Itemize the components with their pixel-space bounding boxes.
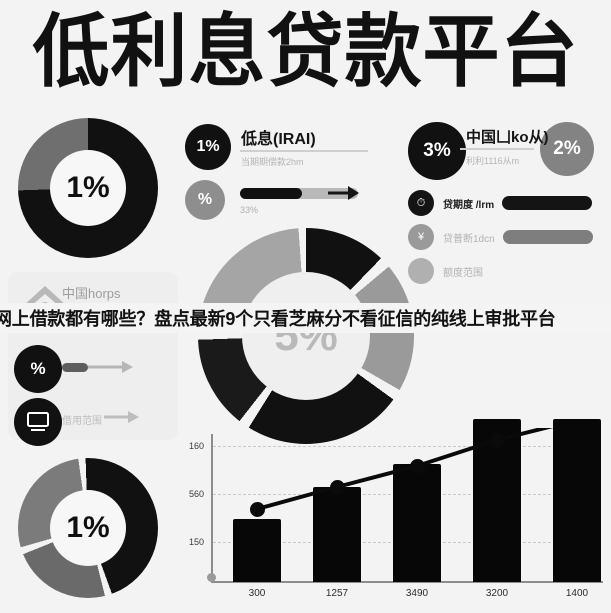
header-banner: 低利息贷款平台	[0, 0, 611, 104]
label-brand: 中国horps	[62, 286, 121, 301]
value-bar	[502, 196, 593, 210]
label-right-panel-title: 中国凵ko从)	[466, 129, 549, 146]
arrow-right-icon	[104, 411, 139, 423]
list-item: ¥ 贷普断1dcn	[408, 224, 593, 250]
x-axis-tick: 300	[248, 588, 266, 599]
overlay-headline-band: 网上借款都有哪些？盘点最新9个只看芝麻分不看征信的纯线上审批平台	[0, 303, 611, 333]
value-bar	[502, 230, 593, 244]
bar	[393, 464, 441, 582]
bar	[313, 487, 361, 582]
donut-chart-bottom-left: 1%	[18, 458, 158, 598]
list-item-label: 贷期度 /lrm	[443, 199, 495, 211]
badge-percent-icon: %	[185, 180, 225, 220]
y-axis-tick: 560	[188, 489, 204, 499]
donut-hole: 5%	[242, 272, 370, 400]
dot-icon	[408, 258, 434, 284]
donut-chart-center: 5%	[198, 228, 414, 444]
bar	[233, 519, 281, 582]
line-point	[410, 459, 425, 474]
line-point	[250, 502, 265, 517]
bar	[553, 419, 601, 582]
list-item-label: 额度范围	[443, 267, 483, 279]
list-item: ⏱ 贷期度 /lrm	[408, 190, 593, 216]
percent-icon: %	[14, 345, 62, 393]
divider-right-panel	[460, 148, 534, 150]
money-icon: ¥	[408, 224, 434, 250]
progress-track-low-rate	[240, 188, 358, 199]
monitor-icon	[14, 398, 62, 446]
badge-rate-3-percent: 3%	[408, 122, 466, 180]
y-axis-tick: 150	[188, 537, 204, 547]
divider-low-rate	[240, 150, 368, 152]
page-title: 低利息贷款平台	[32, 7, 579, 96]
donut-hole: 1%	[50, 150, 126, 226]
overlay-headline-text: 网上借款都有哪些？盘点最新9个只看芝麻分不看征信的纯线上审批平台	[0, 309, 556, 329]
line-point	[490, 433, 505, 448]
monitor-glyph	[27, 412, 49, 431]
y-axis-tick: 160	[188, 441, 204, 451]
badge-low-rate-primary: 1%	[185, 124, 231, 170]
donut-value-bottom-left: 1%	[66, 511, 110, 544]
x-axis-tick: 3200	[485, 588, 509, 599]
badge-rate-2-percent: 2%	[540, 122, 594, 176]
arrow-right-icon	[88, 361, 133, 373]
label-low-rate-title: 低息(IRAI)	[241, 131, 316, 148]
line-point	[330, 480, 345, 495]
label-progress-percent: 33%	[240, 205, 259, 215]
gridline	[213, 446, 601, 447]
arrow-right-icon	[328, 186, 359, 200]
x-axis-tick: 1400	[565, 588, 589, 599]
list-item: 额度范围	[408, 258, 483, 284]
donut-hole: 1%	[50, 490, 126, 566]
trend-line	[256, 428, 554, 511]
clock-icon: ⏱	[408, 190, 434, 216]
x-axis-tick: 3490	[405, 588, 429, 599]
bar-line-chart: 160 560 150 300 1257 3490 3200 1400	[170, 419, 611, 613]
y-axis	[211, 434, 213, 582]
list-item-label: 贷普断1dcn	[443, 233, 495, 245]
x-axis-tick: 1257	[325, 588, 349, 599]
donut-value-top-left: 1%	[66, 171, 110, 204]
label-right-panel-subtitle: 利利1116从m	[466, 156, 520, 166]
x-axis	[211, 581, 603, 583]
label-scope: 借用范围	[62, 416, 102, 427]
value-bar-left	[62, 363, 88, 372]
progress-fill-low-rate	[240, 188, 302, 199]
donut-chart-top-left: 1%	[18, 118, 158, 258]
label-low-rate-subtitle: 当期期偿款2hm	[241, 157, 304, 167]
legend-dot-icon	[207, 573, 216, 582]
